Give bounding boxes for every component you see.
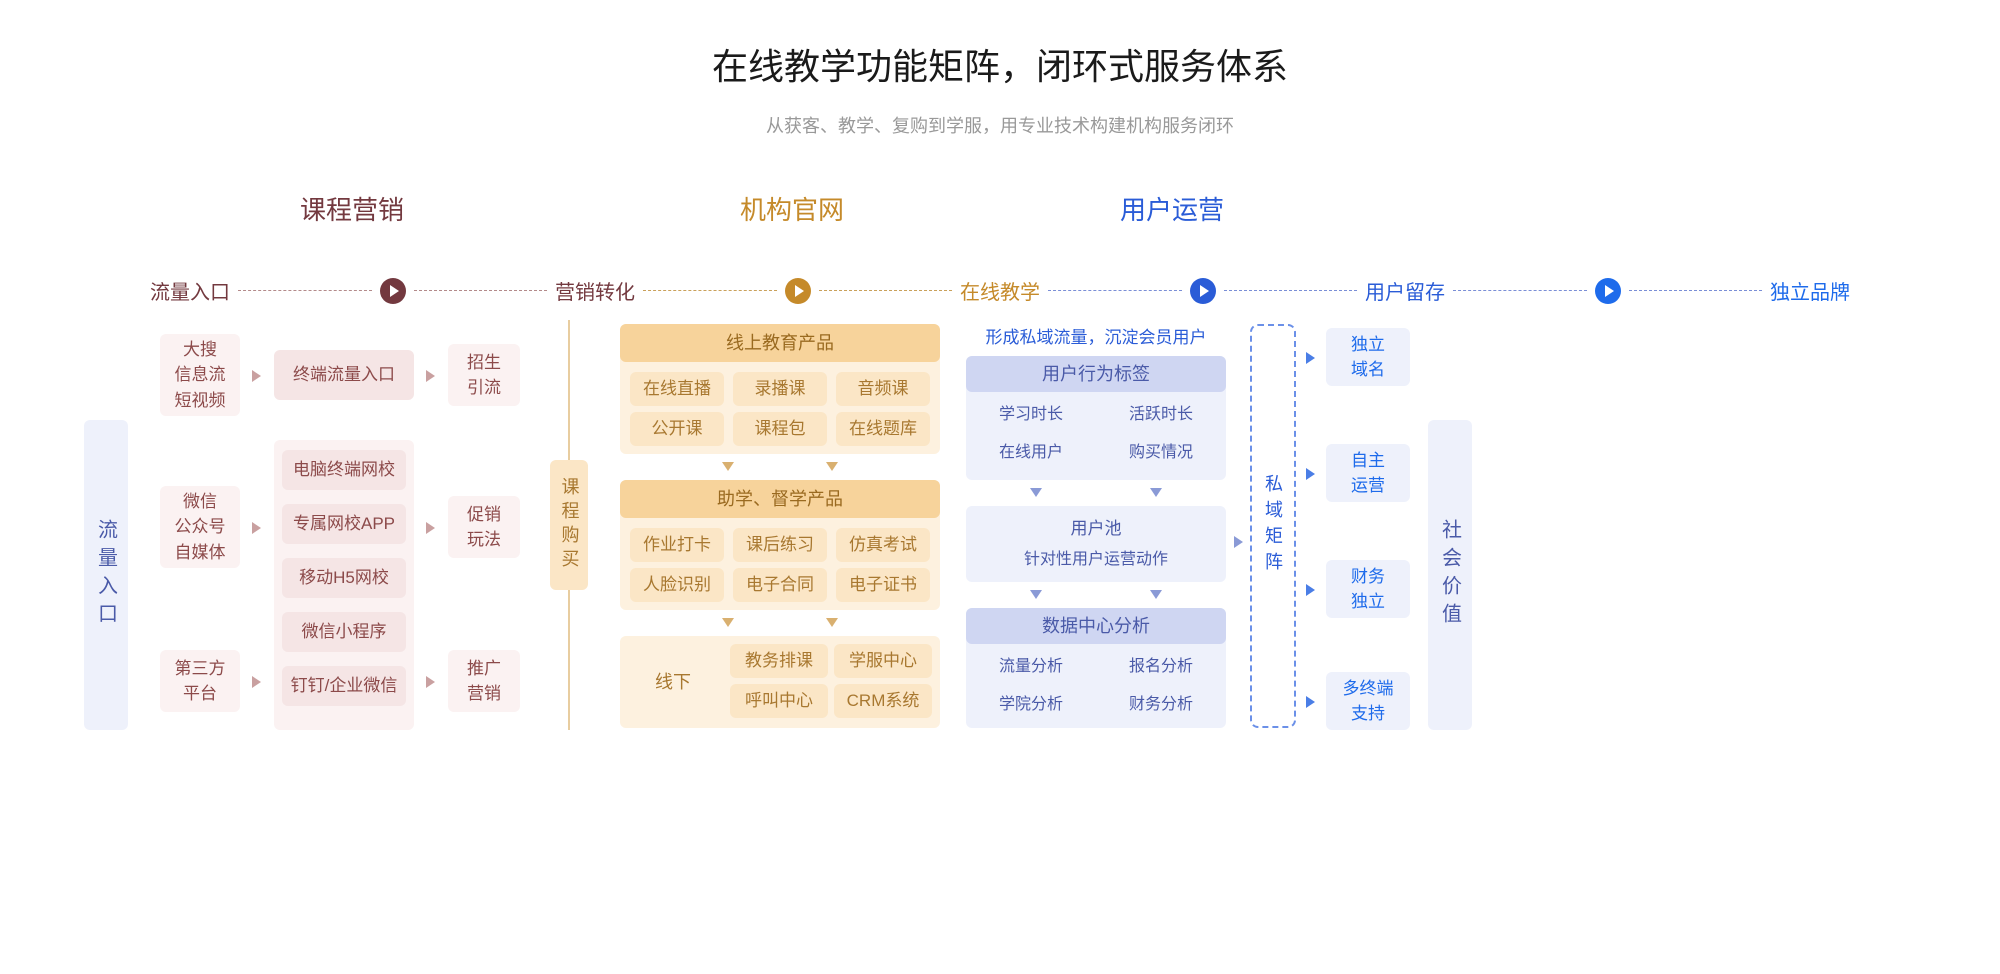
assist-header: 助学、督学产品	[620, 480, 940, 518]
arrow-down-icon	[722, 462, 734, 471]
src-2: 第三方 平台	[160, 650, 240, 712]
term-1: 专属网校APP	[282, 504, 406, 544]
conv-0: 招生 引流	[448, 344, 520, 406]
oi-1: 录播课	[733, 372, 827, 406]
brand-1: 自主 运营	[1326, 444, 1410, 502]
terminal-entry: 终端流量入口	[274, 350, 414, 400]
stage-teaching: 在线教学	[960, 276, 1040, 305]
off-0: 教务排课	[730, 644, 828, 678]
off-1: 学服中心	[834, 644, 932, 678]
ai-2: 仿真考试	[836, 528, 930, 562]
arrow-down-icon	[1150, 590, 1162, 599]
arrow-down-icon	[722, 618, 734, 627]
arrow-right-icon	[1306, 584, 1315, 596]
term-0: 电脑终端网校	[282, 450, 406, 490]
oi-4: 课程包	[733, 412, 827, 446]
off-2: 呼叫中心	[730, 684, 828, 718]
stage-row: 流量入口 营销转化 在线教学 用户留存 独立品牌	[150, 276, 1850, 305]
off-3: CRM系统	[834, 684, 932, 718]
brand-2: 财务 独立	[1326, 560, 1410, 618]
behavior-header: 用户行为标签	[966, 356, 1226, 392]
arrow-right-icon	[252, 522, 261, 534]
src-0: 大搜 信息流 短视频	[160, 334, 240, 416]
play-icon	[785, 278, 811, 304]
ai-1: 课后练习	[733, 528, 827, 562]
arrow-right-icon	[1234, 536, 1243, 548]
oi-0: 在线直播	[630, 372, 724, 406]
pillar-traffic: 流量入口	[84, 420, 128, 730]
page-subtitle: 从获客、教学、复购到学服，用专业技术构建机构服务闭环	[0, 112, 2000, 138]
conv-2: 推广 营销	[448, 650, 520, 712]
arrow-right-icon	[252, 676, 261, 688]
oi-3: 公开课	[630, 412, 724, 446]
src-1: 微信 公众号 自媒体	[160, 486, 240, 568]
oi-2: 音频课	[836, 372, 930, 406]
beh-row1: 在线用户购买情况	[966, 438, 1226, 462]
ai-3: 人脸识别	[630, 568, 724, 602]
term-2: 移动H5网校	[282, 558, 406, 598]
arrow-down-icon	[1030, 590, 1042, 599]
pool-bg: 用户池 针对性用户运营动作	[966, 506, 1226, 582]
onlineprod-header: 线上教育产品	[620, 324, 940, 362]
arrow-down-icon	[1150, 488, 1162, 497]
private-domain-matrix: 私域矩阵	[1250, 324, 1296, 728]
brand-3: 多终端 支持	[1326, 672, 1410, 730]
arrow-right-icon	[1306, 696, 1315, 708]
arrow-down-icon	[826, 462, 838, 471]
conv-1: 促销 玩法	[448, 496, 520, 558]
stage-convert: 营销转化	[555, 276, 635, 305]
section-website: 机构官网	[740, 190, 844, 227]
term-3: 微信小程序	[282, 612, 406, 652]
section-marketing: 课程营销	[300, 190, 404, 227]
stage-brand: 独立品牌	[1770, 276, 1850, 305]
arrow-right-icon	[426, 522, 435, 534]
oi-5: 在线题库	[836, 412, 930, 446]
pillar-purchase: 课程购买	[550, 460, 588, 590]
arrow-right-icon	[426, 676, 435, 688]
arrow-right-icon	[426, 370, 435, 382]
dc-header: 数据中心分析	[966, 608, 1226, 644]
brand-0: 独立 域名	[1326, 328, 1410, 386]
arrow-down-icon	[1030, 488, 1042, 497]
beh-row0: 学习时长活跃时长	[966, 400, 1226, 424]
arrow-right-icon	[1306, 352, 1315, 364]
arrow-right-icon	[1306, 468, 1315, 480]
page-title: 在线教学功能矩阵，闭环式服务体系	[0, 0, 2000, 90]
dc-row0: 流量分析报名分析	[966, 652, 1226, 676]
stage-traffic: 流量入口	[150, 276, 230, 305]
play-icon	[1190, 278, 1216, 304]
ai-5: 电子证书	[836, 568, 930, 602]
dc-row1: 学院分析财务分析	[966, 690, 1226, 714]
arrow-down-icon	[826, 618, 838, 627]
pillar-social-value: 社会价值	[1428, 420, 1472, 730]
arrow-right-icon	[252, 370, 261, 382]
ai-0: 作业打卡	[630, 528, 724, 562]
section-operations: 用户运营	[1120, 190, 1224, 227]
play-icon	[1595, 278, 1621, 304]
priv-caption: 形成私域流量，沉淀会员用户	[966, 324, 1226, 352]
offline-label: 线下	[628, 636, 718, 728]
term-4: 钉钉/企业微信	[282, 666, 406, 706]
stage-retention: 用户留存	[1365, 276, 1445, 305]
ai-4: 电子合同	[733, 568, 827, 602]
play-icon	[380, 278, 406, 304]
